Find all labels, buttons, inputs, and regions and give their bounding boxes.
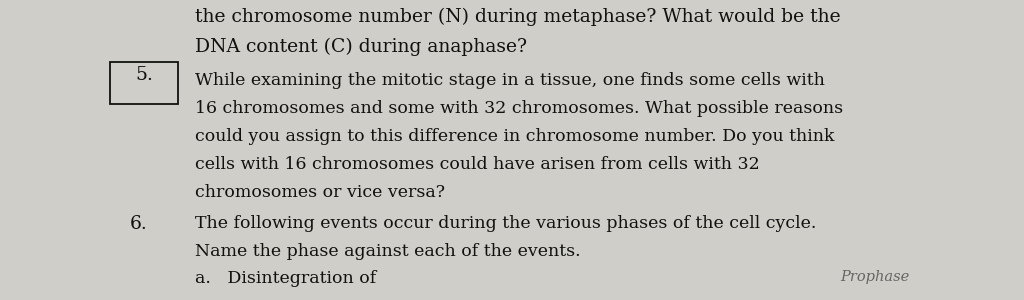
Text: cells with 16 chromosomes could have arisen from cells with 32: cells with 16 chromosomes could have ari… bbox=[195, 156, 760, 173]
Text: the chromosome number (N) during metaphase? What would be the: the chromosome number (N) during metapha… bbox=[195, 8, 841, 26]
Text: could you assign to this difference in chromosome number. Do you think: could you assign to this difference in c… bbox=[195, 128, 835, 145]
Text: 5.: 5. bbox=[135, 66, 153, 84]
Text: While examining the mitotic stage in a tissue, one finds some cells with: While examining the mitotic stage in a t… bbox=[195, 72, 825, 89]
Text: a.   Disintegration of: a. Disintegration of bbox=[195, 270, 376, 287]
Text: 6.: 6. bbox=[130, 215, 147, 233]
Text: DNA content (C) during anaphase?: DNA content (C) during anaphase? bbox=[195, 38, 527, 56]
Bar bbox=[110, 62, 178, 104]
Text: Prophase: Prophase bbox=[840, 270, 909, 284]
Text: The following events occur during the various phases of the cell cycle.: The following events occur during the va… bbox=[195, 215, 816, 232]
Text: chromosomes or vice versa?: chromosomes or vice versa? bbox=[195, 184, 445, 201]
Text: Name the phase against each of the events.: Name the phase against each of the event… bbox=[195, 243, 581, 260]
Text: 16 chromosomes and some with 32 chromosomes. What possible reasons: 16 chromosomes and some with 32 chromoso… bbox=[195, 100, 843, 117]
